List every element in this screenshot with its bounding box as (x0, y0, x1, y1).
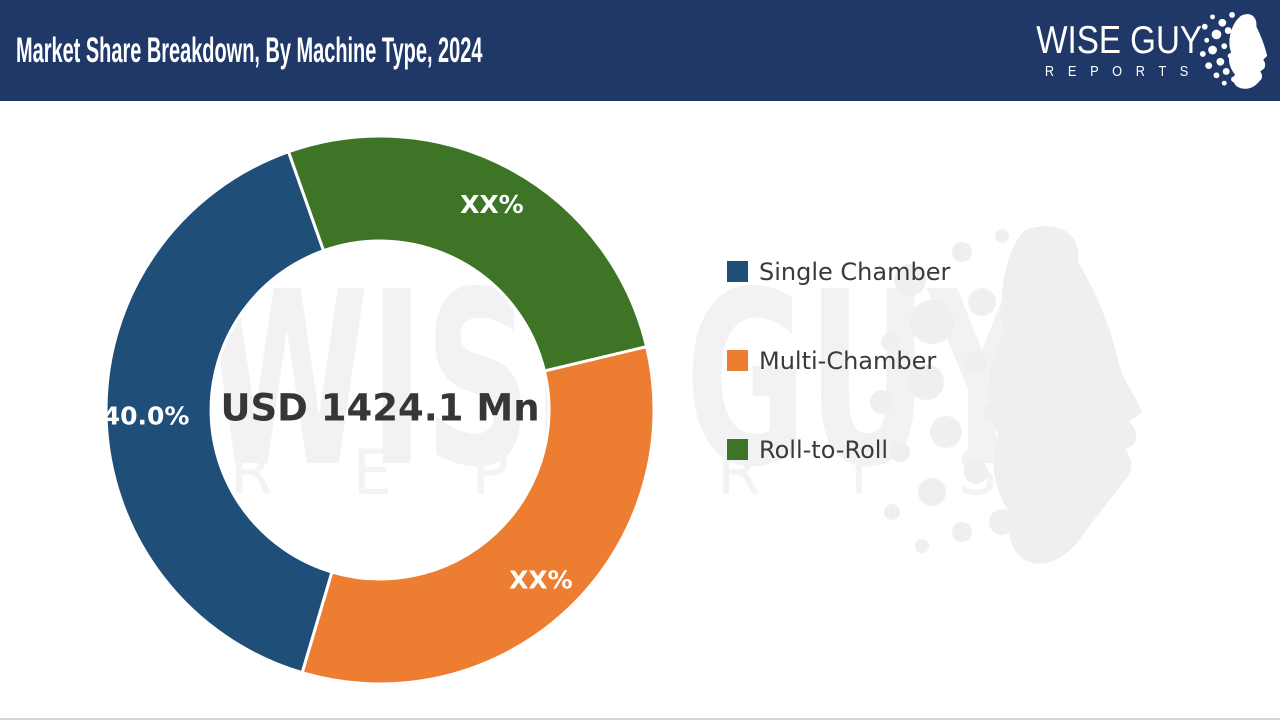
donut-center-value: USD 1424.1 Mn (220, 386, 540, 430)
legend-item-multi-chamber: Multi-Chamber (727, 346, 950, 375)
donut-chart: 40.0% XX% XX% (103, 134, 656, 686)
slice-label-multi-chamber: XX% (509, 565, 573, 594)
bottom-divider (0, 718, 1280, 720)
legend-label-single-chamber: Single Chamber (759, 257, 951, 286)
wise-guy-logo: WISE GUY R E P O R T S (1007, 7, 1272, 95)
slice-single-chamber (104, 149, 334, 675)
slice-roll-to-roll (286, 134, 649, 373)
header-bar: Market Share Breakdown, By Machine Type,… (0, 0, 1280, 101)
legend-swatch-single-chamber (727, 261, 748, 282)
slice-multi-chamber (300, 344, 656, 686)
slice-label-single-chamber: 40.0% (103, 402, 190, 431)
chart-legend: Single Chamber Multi-Chamber Roll-to-Roll (727, 258, 950, 525)
legend-swatch-roll-to-roll (727, 439, 748, 460)
legend-item-roll-to-roll: Roll-to-Roll (727, 435, 950, 464)
page-title: Market Share Breakdown, By Machine Type,… (16, 31, 483, 70)
legend-swatch-multi-chamber (727, 350, 748, 371)
logo-subtext: R E P O R T S (1044, 63, 1194, 80)
watermark-face-graphic (870, 226, 1142, 564)
logo-face-icon (1199, 11, 1268, 89)
legend-item-single-chamber: Single Chamber (727, 257, 951, 286)
logo-wordmark-block: WISE GUY R E P O R T S (1036, 21, 1202, 80)
logo-wordmark: WISE GUY (1036, 19, 1202, 62)
legend-label-multi-chamber: Multi-Chamber (759, 346, 937, 375)
slice-label-roll-to-roll: XX% (460, 190, 524, 219)
legend-label-roll-to-roll: Roll-to-Roll (759, 435, 889, 464)
